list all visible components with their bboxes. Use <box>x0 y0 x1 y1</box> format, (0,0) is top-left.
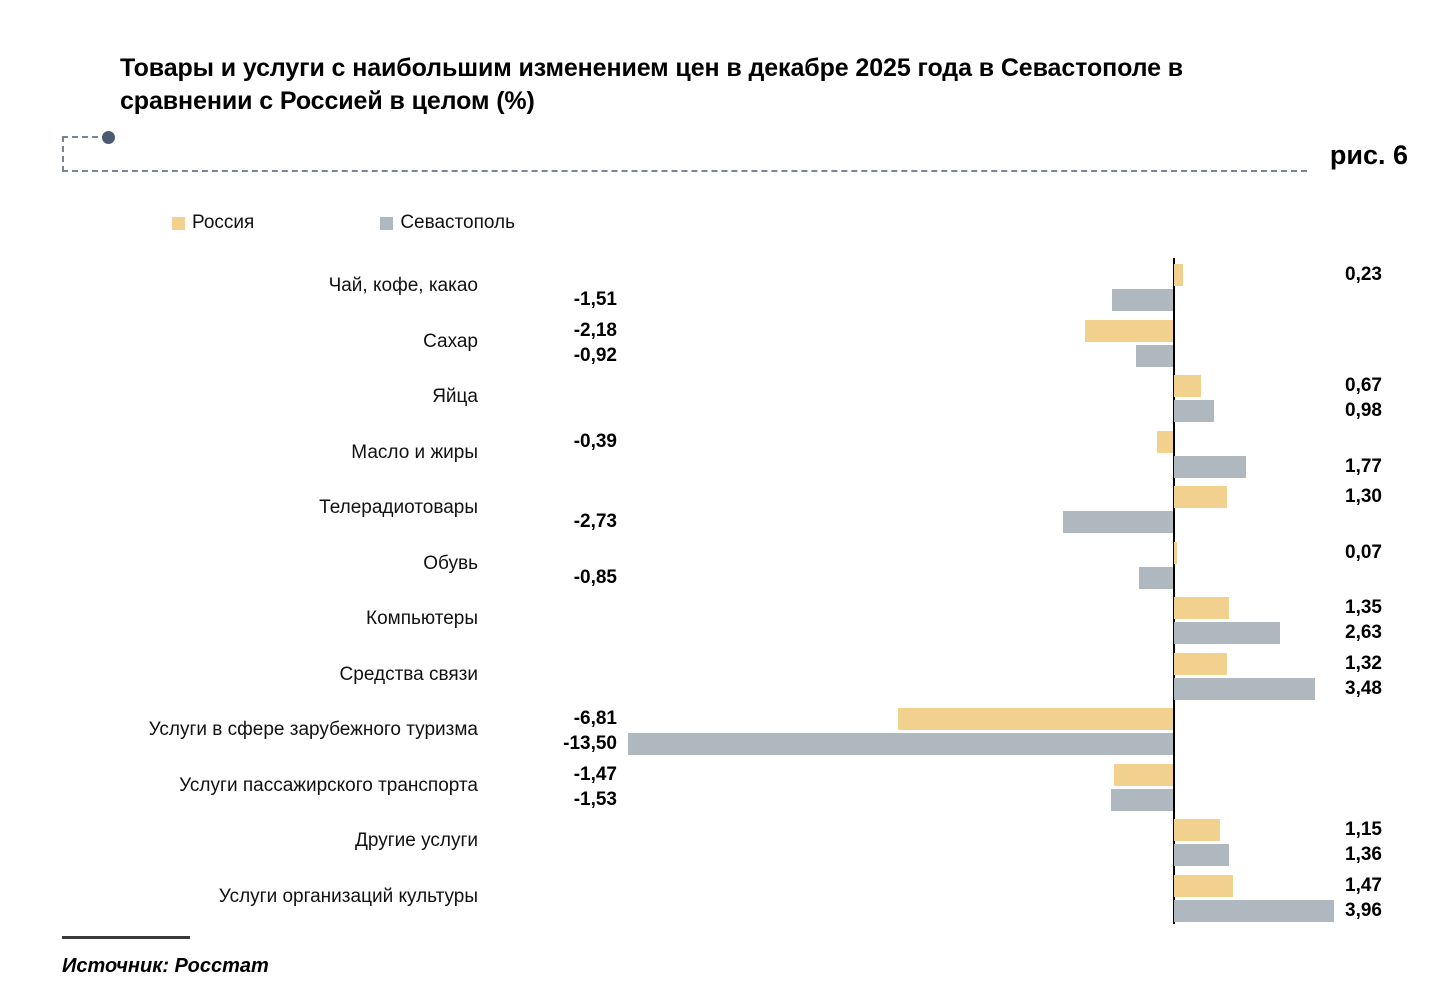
bar-sevastopol[interactable] <box>1138 566 1173 589</box>
value-label: 1,35 <box>1345 597 1382 618</box>
value-label: 3,96 <box>1345 899 1382 921</box>
chart-group: Чай, кофе, какао 0,23 -1,51 <box>0 261 1430 317</box>
value-label: 0,98 <box>1345 400 1382 421</box>
page-title: Товары и услуги с наибольшим изменением … <box>120 54 1184 115</box>
bar-russia[interactable] <box>1174 652 1228 675</box>
value-label: -2,73 <box>573 511 617 532</box>
value-label: 0,23 <box>1345 264 1382 285</box>
bar-russia[interactable] <box>1174 597 1229 619</box>
value-label: -0,39 <box>573 430 617 452</box>
frame-mask <box>114 135 1309 140</box>
chart-group: Сахар -2,18 -0,92 <box>0 317 1430 373</box>
value-label: -1,53 <box>573 788 617 810</box>
category-label: Компьютеры <box>366 608 478 629</box>
bar-russia[interactable] <box>1084 319 1173 342</box>
decorative-dashed-frame <box>62 131 1309 172</box>
bar-russia[interactable] <box>1174 541 1177 564</box>
bar-sevastopol[interactable] <box>1135 344 1173 367</box>
zero-axis-line <box>1173 258 1175 924</box>
value-label: 0,67 <box>1345 375 1382 396</box>
value-label: -0,85 <box>573 566 617 588</box>
bar-sevastopol[interactable] <box>1062 511 1173 533</box>
legend-swatch-sevastopol <box>380 216 394 230</box>
bar-sevastopol[interactable] <box>1174 844 1229 866</box>
bar-russia[interactable] <box>1157 430 1173 453</box>
bar-sevastopol[interactable] <box>1174 455 1246 478</box>
category-label: Яйца <box>432 386 478 407</box>
category-label: Чай, кофе, какао <box>328 275 478 296</box>
bar-russia[interactable] <box>1174 874 1234 897</box>
bar-sevastopol[interactable] <box>1174 622 1281 644</box>
category-label: Услуги пассажирского транспорта <box>179 774 478 796</box>
chart-group: Услуги в сфере зарубежного туризма -6,81 -… <box>0 705 1430 761</box>
chart-group: Средства связи 1,32 3,48 <box>0 650 1430 706</box>
legend-item-sevastopol[interactable]: Севастополь <box>380 212 515 234</box>
value-label: -1,47 <box>573 763 617 785</box>
chart-group: Яйца 0,67 0,98 <box>0 372 1430 428</box>
bar-russia[interactable] <box>1174 375 1202 397</box>
legend-item-russia[interactable]: Россия <box>172 212 254 234</box>
bar-sevastopol[interactable] <box>1111 788 1173 811</box>
value-label: 1,36 <box>1345 844 1382 865</box>
chart-group: Компьютеры 1,35 2,63 <box>0 594 1430 650</box>
source-divider <box>62 936 190 939</box>
bar-sevastopol[interactable] <box>1111 289 1173 311</box>
bar-russia[interactable] <box>1174 819 1221 841</box>
bar-russia[interactable] <box>1113 763 1173 786</box>
chart-group: Услуги организаций культуры 1,47 3,96 <box>0 872 1430 928</box>
chart-group: Телерадиотовары 1,30 -2,73 <box>0 483 1430 539</box>
bar-russia[interactable] <box>897 708 1173 730</box>
value-label: 1,77 <box>1345 455 1382 477</box>
value-label: -0,92 <box>573 344 617 366</box>
legend-label-russia: Россия <box>192 212 255 233</box>
value-label: 0,07 <box>1345 541 1382 563</box>
value-label: -13,50 <box>563 733 617 754</box>
value-label: -6,81 <box>573 708 617 729</box>
category-label: Обувь <box>423 552 478 574</box>
source-label: Источник: Росстат <box>62 955 269 977</box>
bar-sevastopol[interactable] <box>1174 899 1334 922</box>
value-label: 1,30 <box>1345 486 1382 507</box>
value-label: 1,47 <box>1345 874 1382 896</box>
value-label: 1,15 <box>1345 819 1382 840</box>
category-label: Услуги в сфере зарубежного туризма <box>148 719 478 740</box>
figure-number-label: рис. 6 <box>1317 140 1408 171</box>
value-label: 1,32 <box>1345 652 1382 674</box>
chart-legend: Россия Севастополь <box>172 212 515 234</box>
value-label: 3,48 <box>1345 677 1382 699</box>
bar-russia[interactable] <box>1174 264 1184 286</box>
category-label: Услуги организаций культуры <box>218 885 478 907</box>
chart-group: Другие услуги 1,15 1,36 <box>0 816 1430 872</box>
chart-group: Масло и жиры -0,39 1,77 <box>0 428 1430 484</box>
category-label: Масло и жиры <box>351 441 478 463</box>
bar-sevastopol[interactable] <box>627 733 1173 755</box>
chart-group: Услуги пассажирского транспорта -1,47 -1,5… <box>0 761 1430 817</box>
category-label: Другие услуги <box>354 830 478 851</box>
category-label: Средства связи <box>339 663 478 685</box>
value-label: -2,18 <box>573 319 617 341</box>
chart-group: Обувь 0,07 -0,85 <box>0 539 1430 595</box>
value-label: 2,63 <box>1345 622 1382 643</box>
category-label: Сахар <box>423 330 478 352</box>
category-label: Телерадиотовары <box>319 497 478 518</box>
bar-sevastopol[interactable] <box>1174 677 1315 700</box>
legend-swatch-russia <box>172 216 185 230</box>
bar-sevastopol[interactable] <box>1174 400 1214 422</box>
value-label: -1,51 <box>573 289 617 310</box>
bar-russia[interactable] <box>1174 486 1227 508</box>
chart-plot-area: Чай, кофе, какао 0,23 -1,51 Сахар -2,18 -0,92… <box>0 258 1430 924</box>
legend-label-sevastopol: Севастополь <box>400 212 516 233</box>
